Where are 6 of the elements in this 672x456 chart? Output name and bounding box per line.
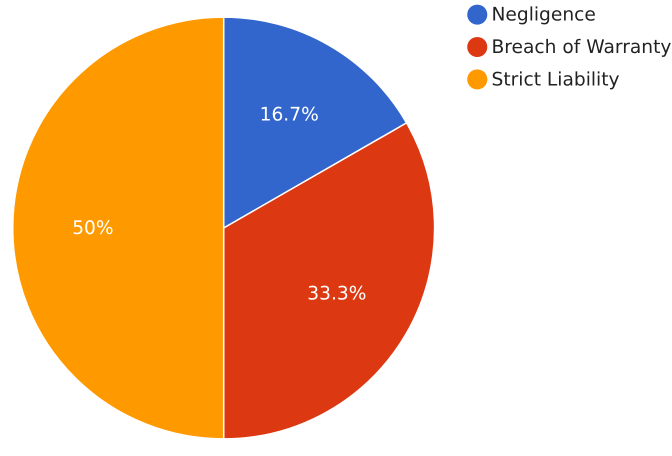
legend-label: Breach of Warranty — [491, 36, 672, 58]
data-label: 50% — [72, 218, 114, 239]
legend-label: Negligence — [491, 4, 596, 26]
data-label: 16.7% — [260, 104, 319, 126]
legend-label: Strict Liability — [491, 69, 620, 90]
data-label: 33.3% — [307, 283, 366, 304]
